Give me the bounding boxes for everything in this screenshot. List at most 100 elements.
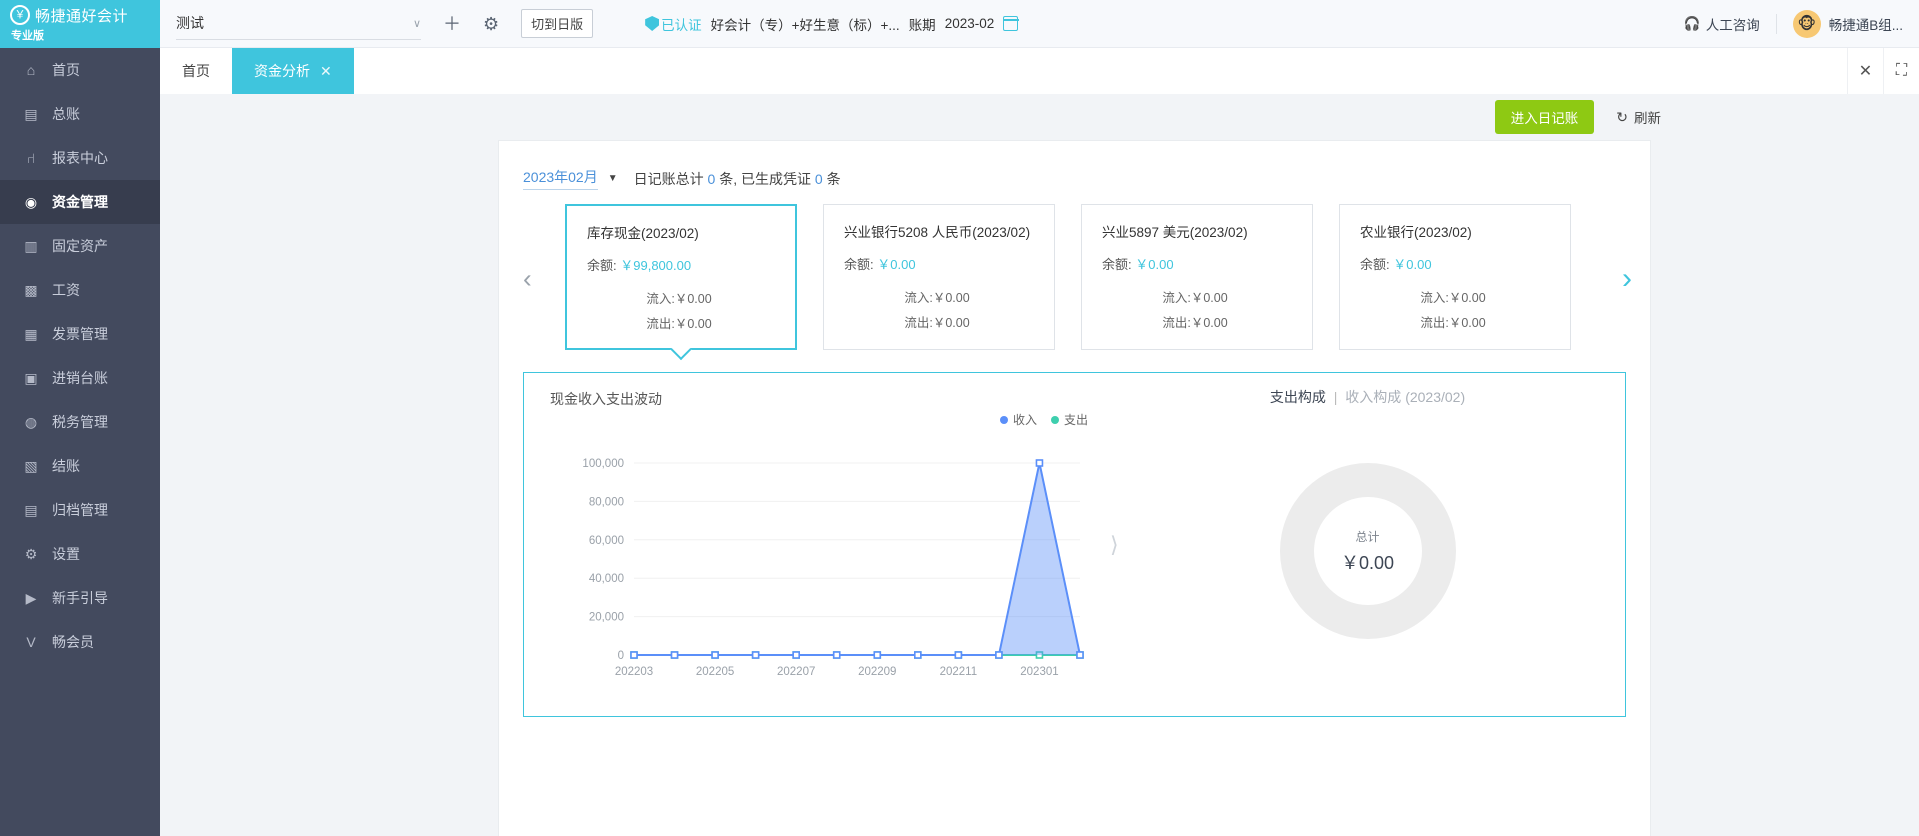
close-books-icon: ▧	[24, 457, 38, 474]
cloud-logo-icon: ￥	[10, 5, 30, 25]
sidebar-item-8[interactable]: ◍ 税务管理	[0, 400, 160, 444]
tab-bar: 首页 资金分析 ✕ ✕ ⛶	[160, 48, 1919, 94]
cash-flow-chart: 现金收入支出波动 收入 支出 0 20,000 40,000 60,000 80,000 1…	[524, 373, 1110, 716]
legend-color-swatch	[1050, 416, 1059, 424]
ledger-icon: ▤	[24, 105, 38, 122]
legend-item[interactable]: 收入	[999, 411, 1037, 428]
journal-stats: 日记账总计 0 条, 已生成凭证 0 条	[634, 169, 841, 189]
y-axis-tick-label: 80,000	[589, 496, 624, 508]
panel-splitter[interactable]: ⟩	[1110, 529, 1119, 560]
brand-name: 畅捷通好会计	[35, 7, 129, 25]
x-axis-tick-label: 202301	[1020, 666, 1058, 678]
stats-suffix: 条	[826, 170, 841, 187]
sidebar-item-12[interactable]: ▶ 新手引导	[0, 576, 160, 620]
sidebar-item-6[interactable]: ▦ 发票管理	[0, 312, 160, 356]
sidebar-item-2[interactable]: ⑁ 报表中心	[0, 136, 160, 180]
balance-label: 余额:	[1102, 257, 1132, 272]
sidebar-item-label: 报表中心	[52, 150, 108, 166]
chevron-left-icon[interactable]: ‹	[523, 263, 532, 294]
outflow-value: ￥0.00	[932, 316, 970, 330]
shield-icon	[645, 16, 660, 31]
donut-total-value: ￥0.00	[1340, 552, 1395, 573]
account-card[interactable]: 农业银行(2023/02) 余额: ￥0.00 流入:￥0.00 流出:￥0.00	[1339, 204, 1571, 350]
avatar[interactable]: 🐵	[1792, 9, 1821, 38]
x-axis-tick-label: 202203	[615, 666, 653, 678]
donut-center: 总计 ￥0.00	[1313, 497, 1422, 606]
money-bag-icon: ◉	[24, 193, 38, 210]
report-chart-icon: ⑁	[26, 150, 36, 166]
outflow-label: 流出:	[1162, 316, 1191, 330]
chart-legend: 收入 支出	[999, 411, 1088, 428]
brand-logo-block: ￥ 畅捷通好会计 专业版	[0, 0, 160, 48]
plus-icon[interactable]: ＋	[443, 13, 461, 34]
account-set-select[interactable]: 测试 ∨	[176, 8, 421, 40]
legend-item[interactable]: 支出	[1050, 411, 1088, 428]
x-axis-tick-label: 202209	[858, 666, 896, 678]
product-list: 好会计（专）+好生意（标）+...	[710, 17, 900, 33]
pie-tab-income[interactable]: 收入构成	[1345, 389, 1402, 405]
sidebar-item-4[interactable]: ▥ 固定资产	[0, 224, 160, 268]
sidebar-item-10[interactable]: ▤ 归档管理	[0, 488, 160, 532]
action-bar: 进入日记账 ↻ 刷新	[160, 94, 1919, 140]
sidebar-item-5[interactable]: ▩ 工资	[0, 268, 160, 312]
sidebar-item-11[interactable]: ⚙ 设置	[0, 532, 160, 576]
sidebar-item-9[interactable]: ▧ 结账	[0, 444, 160, 488]
inflow-label: 流入:	[1420, 291, 1449, 305]
account-card[interactable]: 兴业银行5208 人民币(2023/02) 余额: ￥0.00 流入:￥0.00 流出…	[823, 204, 1055, 350]
balance-value: ￥0.00	[877, 257, 916, 272]
close-icon[interactable]: ✕	[320, 62, 332, 79]
tab-home[interactable]: 首页	[160, 48, 232, 94]
sidebar-item-1[interactable]: ▤ 总账	[0, 92, 160, 136]
vip-member-icon: V	[26, 634, 36, 650]
switch-old-version-button[interactable]: 切到日版	[521, 9, 594, 38]
sidebar-item-13[interactable]: V 畅会员	[0, 620, 160, 664]
stats-prefix: 日记账总计	[633, 170, 704, 187]
sidebar-item-label: 资金管理	[52, 194, 108, 210]
close-icon[interactable]: ✕	[1847, 48, 1883, 94]
account-card-flows: 流入:￥0.00 流出:￥0.00	[1102, 287, 1312, 331]
pie-title-separator: |	[1333, 389, 1338, 405]
account-cards: 库存现金(2023/02) 余额: ￥99,800.00 流入:￥0.00 流出:￥0…	[499, 204, 1650, 361]
payroll-icon: ▩	[24, 281, 38, 298]
x-axis-tick-label: 202207	[777, 666, 815, 678]
caret-down-icon[interactable]: ▼	[607, 173, 618, 184]
pie-tab-expense[interactable]: 支出构成	[1269, 389, 1326, 405]
balance-value: ￥0.00	[1393, 257, 1432, 272]
chart-title: 现金收入支出波动	[550, 391, 662, 407]
y-axis-tick-label: 40,000	[589, 573, 624, 585]
human-consult-button[interactable]: 🎧 人工咨询	[1684, 14, 1760, 34]
invoice-icon: ▦	[24, 325, 38, 342]
archive-icon: ▤	[24, 501, 38, 518]
divider	[1775, 13, 1777, 34]
sidebar-item-7[interactable]: ▣ 进销台账	[0, 356, 160, 400]
month-picker[interactable]: 2023年02月	[523, 167, 598, 190]
refresh-label: 刷新	[1634, 111, 1661, 126]
sidebar-item-label: 工资	[52, 282, 80, 298]
y-axis-tick-label: 60,000	[589, 535, 624, 547]
sidebar-item-label: 畅会员	[52, 634, 94, 650]
account-card[interactable]: 兴业5897 美元(2023/02) 余额: ￥0.00 流入:￥0.00 流出:￥0…	[1081, 204, 1313, 350]
account-card[interactable]: 库存现金(2023/02) 余额: ￥99,800.00 流入:￥0.00 流出:￥0…	[565, 204, 797, 361]
legend-label: 支出	[1063, 413, 1088, 427]
sidebar-item-3[interactable]: ◉ 资金管理	[0, 180, 160, 224]
panel-header: 2023年02月 ▼ 日记账总计 0 条, 已生成凭证 0 条	[499, 141, 1650, 190]
journal-count: 0	[707, 170, 716, 187]
refresh-button[interactable]: ↻ 刷新	[1616, 107, 1661, 127]
y-axis-tick-label: 100,000	[582, 458, 624, 470]
inflow-value: ￥0.00	[932, 291, 970, 305]
calendar-icon[interactable]	[1002, 16, 1019, 31]
username-label[interactable]: 畅捷通B组...	[1828, 17, 1903, 33]
content-area: 进入日记账 ↻ 刷新 2023年02月 ▼ 日记账总计 0 条, 已生成凭证 0…	[160, 94, 1919, 836]
tab-fund-analysis[interactable]: 资金分析 ✕	[232, 48, 354, 94]
chevron-right-icon[interactable]: ›	[1622, 262, 1632, 295]
gear-icon[interactable]: ⚙	[483, 13, 500, 34]
chevron-down-icon: ∨	[412, 17, 421, 30]
sidebar-item-label: 固定资产	[52, 238, 108, 254]
enter-journal-button[interactable]: 进入日记账	[1494, 100, 1595, 134]
inventory-icon: ▣	[24, 369, 38, 386]
inflow-value: ￥0.00	[1448, 291, 1486, 305]
fullscreen-icon[interactable]: ⛶	[1883, 48, 1919, 94]
verified-label: 已认证	[661, 17, 702, 33]
inflow-label: 流入:	[646, 292, 675, 306]
sidebar-item-0[interactable]: ⌂ 首页	[0, 48, 160, 92]
